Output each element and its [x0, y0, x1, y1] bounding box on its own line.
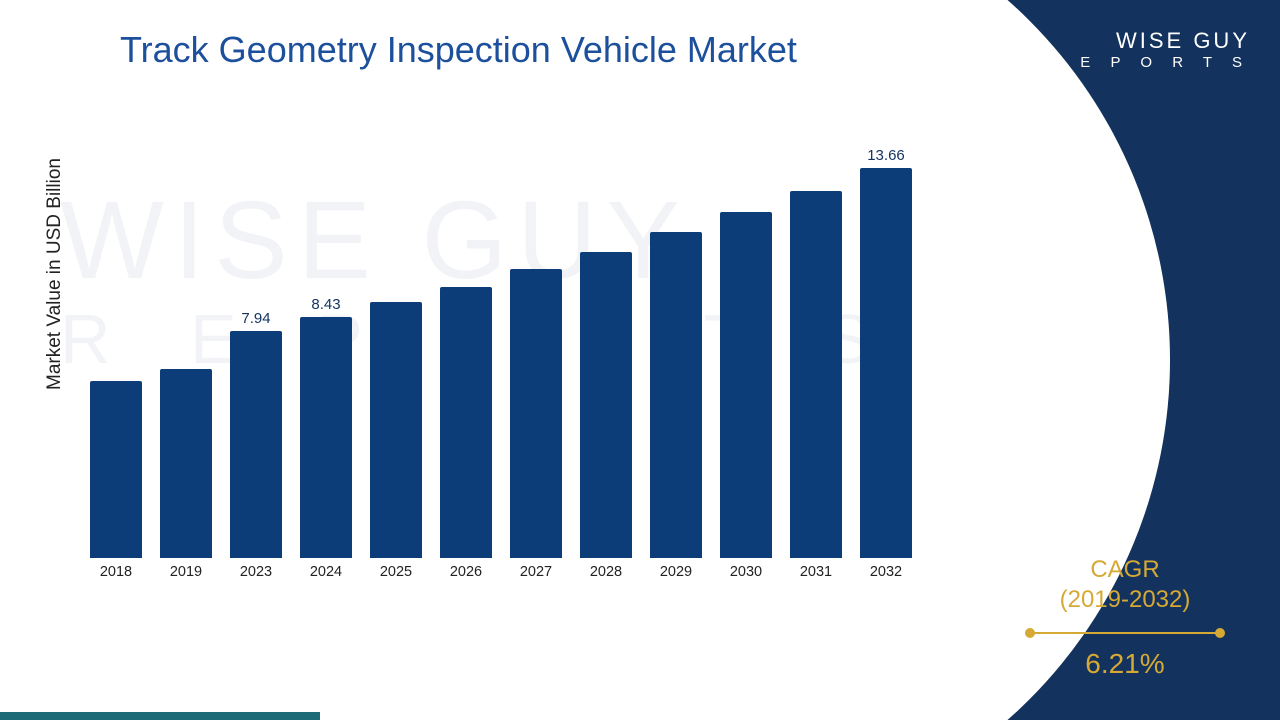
x-tick-label: 2027 [520, 564, 552, 580]
plot-area: 2018 2019 7.94 2023 8.43 2024 2025 2026 2027 2028… [86, 160, 916, 580]
x-tick-label: 2029 [660, 564, 692, 580]
bar-wrap: 2018 [90, 377, 142, 580]
bar [440, 287, 492, 558]
footer-strip [0, 712, 320, 720]
x-tick-label: 2030 [730, 564, 762, 580]
bar [720, 212, 772, 558]
x-tick-label: 2023 [240, 564, 272, 580]
bar-chart: Market Value in USD Billion 201820197.94… [56, 160, 916, 620]
brand-logo: WISE GUY R E P O R T S [1049, 28, 1250, 72]
brand-line1: WISE GUY [1049, 28, 1250, 54]
bar-wrap: 2025 [370, 298, 422, 580]
bar [580, 252, 632, 558]
bar-wrap: 2019 [160, 365, 212, 580]
bar-value-label: 13.66 [867, 147, 905, 164]
bar-wrap: 2031 [790, 187, 842, 580]
bar [300, 317, 352, 558]
cagr-period: (2019-2032) [1000, 586, 1250, 614]
cagr-block: CAGR (2019-2032) 6.21% [1000, 556, 1250, 680]
bar-value-label: 7.94 [241, 310, 270, 327]
bar [230, 331, 282, 558]
bar-wrap: 7.94 2023 [230, 310, 282, 580]
bar-wrap: 2029 [650, 228, 702, 580]
cagr-label: CAGR [1000, 556, 1250, 584]
x-tick-label: 2025 [380, 564, 412, 580]
bar [90, 381, 142, 558]
chart-title: Track Geometry Inspection Vehicle Market [120, 28, 820, 71]
bar-wrap: 2030 [720, 208, 772, 580]
x-tick-label: 2026 [450, 564, 482, 580]
x-tick-label: 2024 [310, 564, 342, 580]
bar [370, 302, 422, 558]
x-tick-label: 2032 [870, 564, 902, 580]
x-tick-label: 2019 [170, 564, 202, 580]
x-tick-label: 2018 [100, 564, 132, 580]
bar-wrap: 2028 [580, 248, 632, 580]
bar-wrap: 2027 [510, 265, 562, 580]
cagr-divider [1030, 632, 1220, 634]
bar-value-label: 8.43 [311, 296, 340, 313]
bar-wrap: 13.66 2032 [860, 147, 912, 580]
y-axis-label: Market Value in USD Billion [44, 158, 66, 390]
bar [510, 269, 562, 558]
bar [790, 191, 842, 558]
x-tick-label: 2028 [590, 564, 622, 580]
bar [650, 232, 702, 558]
cagr-value: 6.21% [1000, 648, 1250, 680]
bar-wrap: 2026 [440, 283, 492, 580]
bar [160, 369, 212, 558]
brand-line2: R E P O R T S [1049, 54, 1250, 72]
bar [860, 168, 912, 558]
bar-wrap: 8.43 2024 [300, 296, 352, 580]
x-tick-label: 2031 [800, 564, 832, 580]
